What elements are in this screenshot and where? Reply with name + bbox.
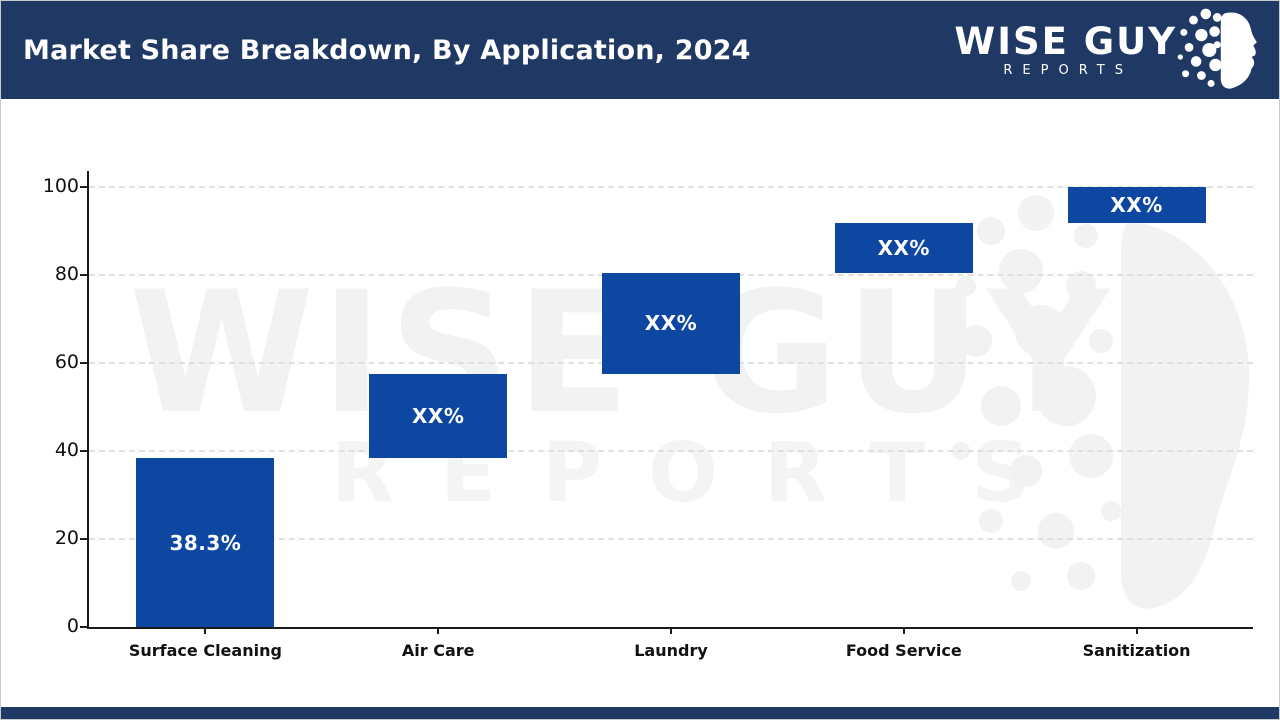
y-tick-label: 60	[54, 351, 79, 373]
bar-value-label-laundry: XX%	[644, 311, 698, 336]
bar-laundry: XX%	[602, 272, 740, 374]
x-axis-label-air-care: Air Care	[401, 641, 475, 660]
y-tick-mark	[80, 626, 89, 628]
y-tick-mark	[80, 186, 89, 188]
x-axis-label-food-service: Food Service	[845, 641, 962, 660]
logo-wise-guy-text: WISE GUY	[954, 19, 1177, 63]
bar-value-label-air-care: XX%	[411, 404, 465, 429]
logo-text: WISE GUY REPORTS	[954, 23, 1177, 78]
chart-title: Market Share Breakdown, By Application, …	[23, 34, 751, 66]
x-tick-mark	[670, 627, 672, 634]
bar-value-label-sanitization: XX%	[1110, 193, 1163, 218]
x-tick-mark	[1135, 627, 1138, 634]
y-tick-label: 80	[54, 263, 79, 285]
logo-reports-text: REPORTS	[1003, 62, 1133, 78]
gridline	[89, 186, 1253, 188]
wise-guy-reports-logo: WISE GUY REPORTS	[954, 6, 1265, 94]
x-axis-label-sanitization: Sanitization	[1082, 641, 1191, 660]
x-tick-mark	[437, 627, 440, 634]
logo-head-icon	[1177, 8, 1257, 89]
x-axis-line	[87, 627, 1253, 629]
bar-food-service: XX%	[834, 223, 973, 273]
y-tick-mark	[80, 274, 89, 276]
y-tick-mark	[80, 450, 89, 452]
x-axis-label-laundry: Laundry	[634, 641, 708, 660]
footer-bar	[1, 707, 1279, 719]
gridline	[89, 538, 1253, 540]
y-tick-label: 100	[42, 175, 79, 197]
gridline	[89, 450, 1253, 452]
bar-air-care: XX%	[369, 374, 508, 459]
bar-surface-cleaning: 38.3%	[136, 458, 275, 627]
bar-value-label-food-service: XX%	[877, 235, 930, 260]
x-axis-label-surface-cleaning: Surface Cleaning	[128, 641, 282, 660]
y-tick-label: 20	[54, 527, 79, 549]
y-tick-mark	[80, 538, 89, 540]
y-tick-label: 0	[66, 615, 79, 637]
x-tick-mark	[902, 627, 905, 634]
y-tick-mark	[80, 362, 89, 364]
y-axis-line	[87, 171, 89, 629]
bar-sanitization: XX%	[1067, 187, 1206, 224]
y-tick-label: 40	[54, 439, 79, 461]
header-bar: Market Share Breakdown, By Application, …	[1, 1, 1279, 99]
bar-value-label-surface-cleaning: 38.3%	[169, 530, 242, 555]
x-tick-mark	[204, 627, 207, 634]
